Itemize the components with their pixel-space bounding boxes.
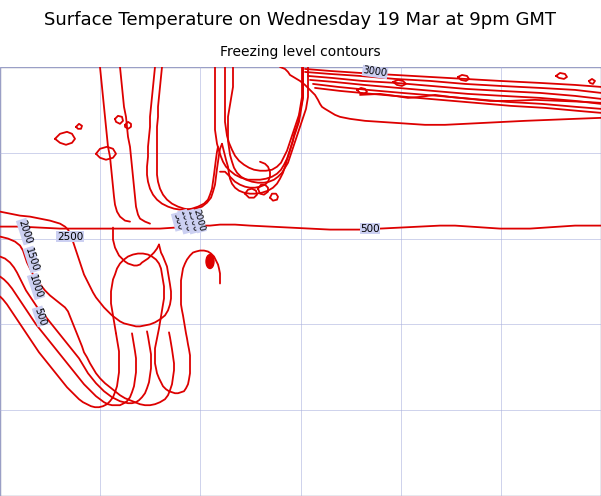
Text: 2000: 2000 (16, 218, 34, 245)
Text: Freezing level contours: Freezing level contours (220, 45, 381, 59)
Text: 1000: 1000 (178, 209, 192, 234)
Text: 500: 500 (360, 224, 380, 234)
Text: 1500: 1500 (23, 247, 40, 273)
Text: 1000: 1000 (28, 273, 44, 300)
Text: 3000: 3000 (362, 65, 388, 78)
Text: 2500: 2500 (57, 232, 83, 242)
Text: 2000: 2000 (192, 208, 206, 233)
Text: Surface Temperature on Wednesday 19 Mar at 9pm GMT: Surface Temperature on Wednesday 19 Mar … (44, 11, 557, 29)
Text: 500: 500 (171, 212, 185, 231)
Text: 1500: 1500 (185, 209, 200, 234)
Ellipse shape (206, 254, 214, 268)
Text: 500: 500 (32, 306, 47, 327)
